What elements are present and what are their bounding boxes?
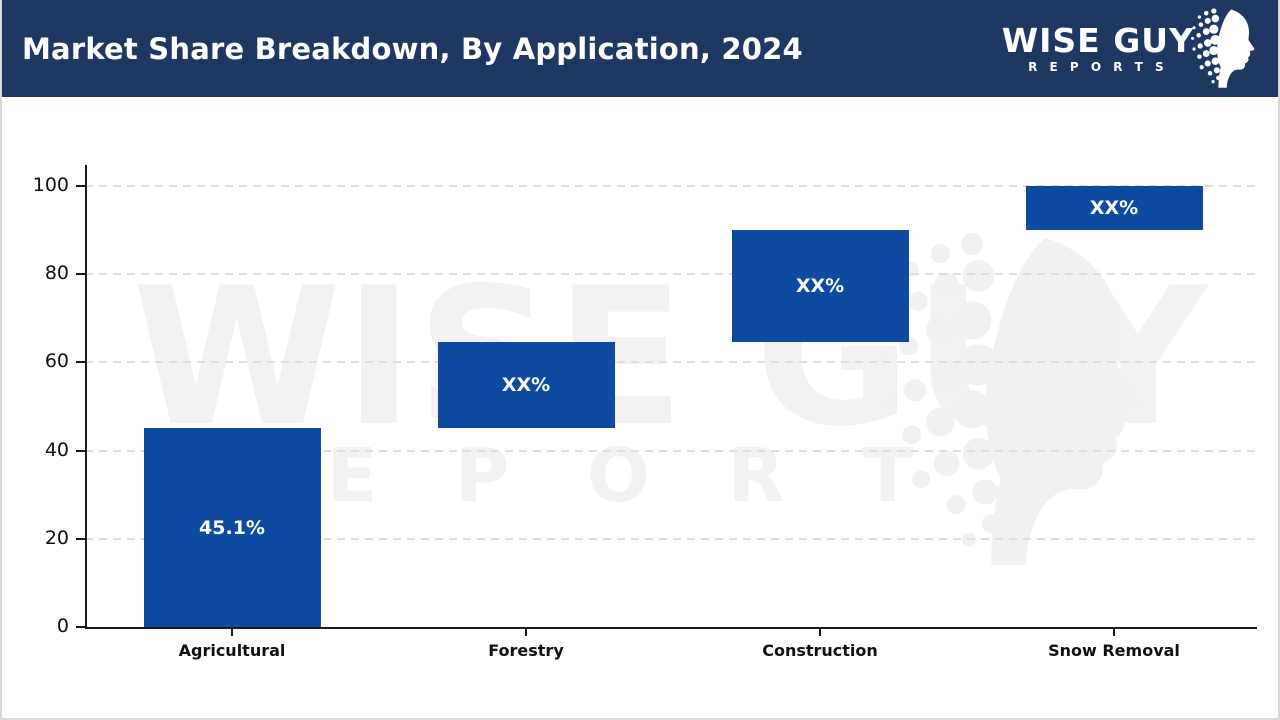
y-tick-label-80: 80 — [44, 262, 69, 285]
x-category-label-construction: Construction — [762, 641, 878, 660]
y-tick-label-20: 20 — [44, 526, 69, 549]
gridline-40 — [85, 449, 1257, 452]
gridline-100 — [85, 185, 1257, 187]
x-tick-mark-construction — [819, 629, 821, 636]
gridline-20 — [85, 537, 1257, 540]
x-category-label-snow-removal: Snow Removal — [1048, 641, 1180, 660]
bar-label-construction: XX% — [795, 275, 845, 298]
bar-construction — [731, 230, 909, 343]
y-axis-line — [85, 165, 87, 629]
header: Market Share Breakdown, By Application, … — [2, 0, 1278, 97]
brand-wordmark-primary: WISE GUY — [1001, 20, 1194, 60]
bar-snow-removal — [1025, 186, 1203, 231]
bar-label-snow-removal: XX% — [1089, 197, 1139, 220]
y-tick-mark-40 — [76, 449, 85, 452]
y-tick-mark-80 — [76, 273, 85, 276]
x-category-label-forestry: Forestry — [488, 641, 564, 660]
y-tick-mark-0 — [76, 626, 85, 628]
bar-label-forestry: XX% — [501, 374, 551, 397]
brand-head-icon — [1191, 7, 1255, 88]
page-title: Market Share Breakdown, By Application, … — [22, 31, 803, 66]
brand-logo: WISE GUY R E P O R T S — [1002, 6, 1264, 92]
brand-wordmark-secondary: R E P O R T S — [1028, 59, 1168, 74]
y-tick-mark-60 — [76, 361, 85, 364]
x-axis-line — [85, 627, 1257, 629]
gridline-80 — [85, 273, 1257, 276]
gridline-60 — [85, 361, 1257, 364]
x-tick-mark-snow-removal — [1113, 629, 1115, 636]
y-tick-mark-100 — [76, 185, 85, 187]
x-tick-mark-forestry — [525, 629, 527, 636]
x-tick-mark-agricultural — [231, 629, 233, 636]
watermark-head-icon — [876, 232, 1142, 566]
bar-forestry — [437, 342, 615, 429]
y-tick-label-60: 60 — [44, 350, 69, 373]
waterfall-chart: WISE GUY R E P O R T S 0 20 40 60 80 100 45.1%… — [2, 97, 1278, 718]
bar-label-agricultural: 45.1% — [199, 516, 265, 539]
y-tick-label-100: 100 — [32, 174, 69, 196]
brand-wordmark: WISE GUY R E P O R T S — [1002, 24, 1194, 74]
y-tick-label-0: 0 — [56, 615, 69, 637]
y-tick-mark-20 — [76, 537, 85, 540]
x-category-label-agricultural: Agricultural — [178, 641, 286, 660]
bar-agricultural — [143, 428, 321, 627]
y-tick-label-40: 40 — [44, 438, 69, 461]
